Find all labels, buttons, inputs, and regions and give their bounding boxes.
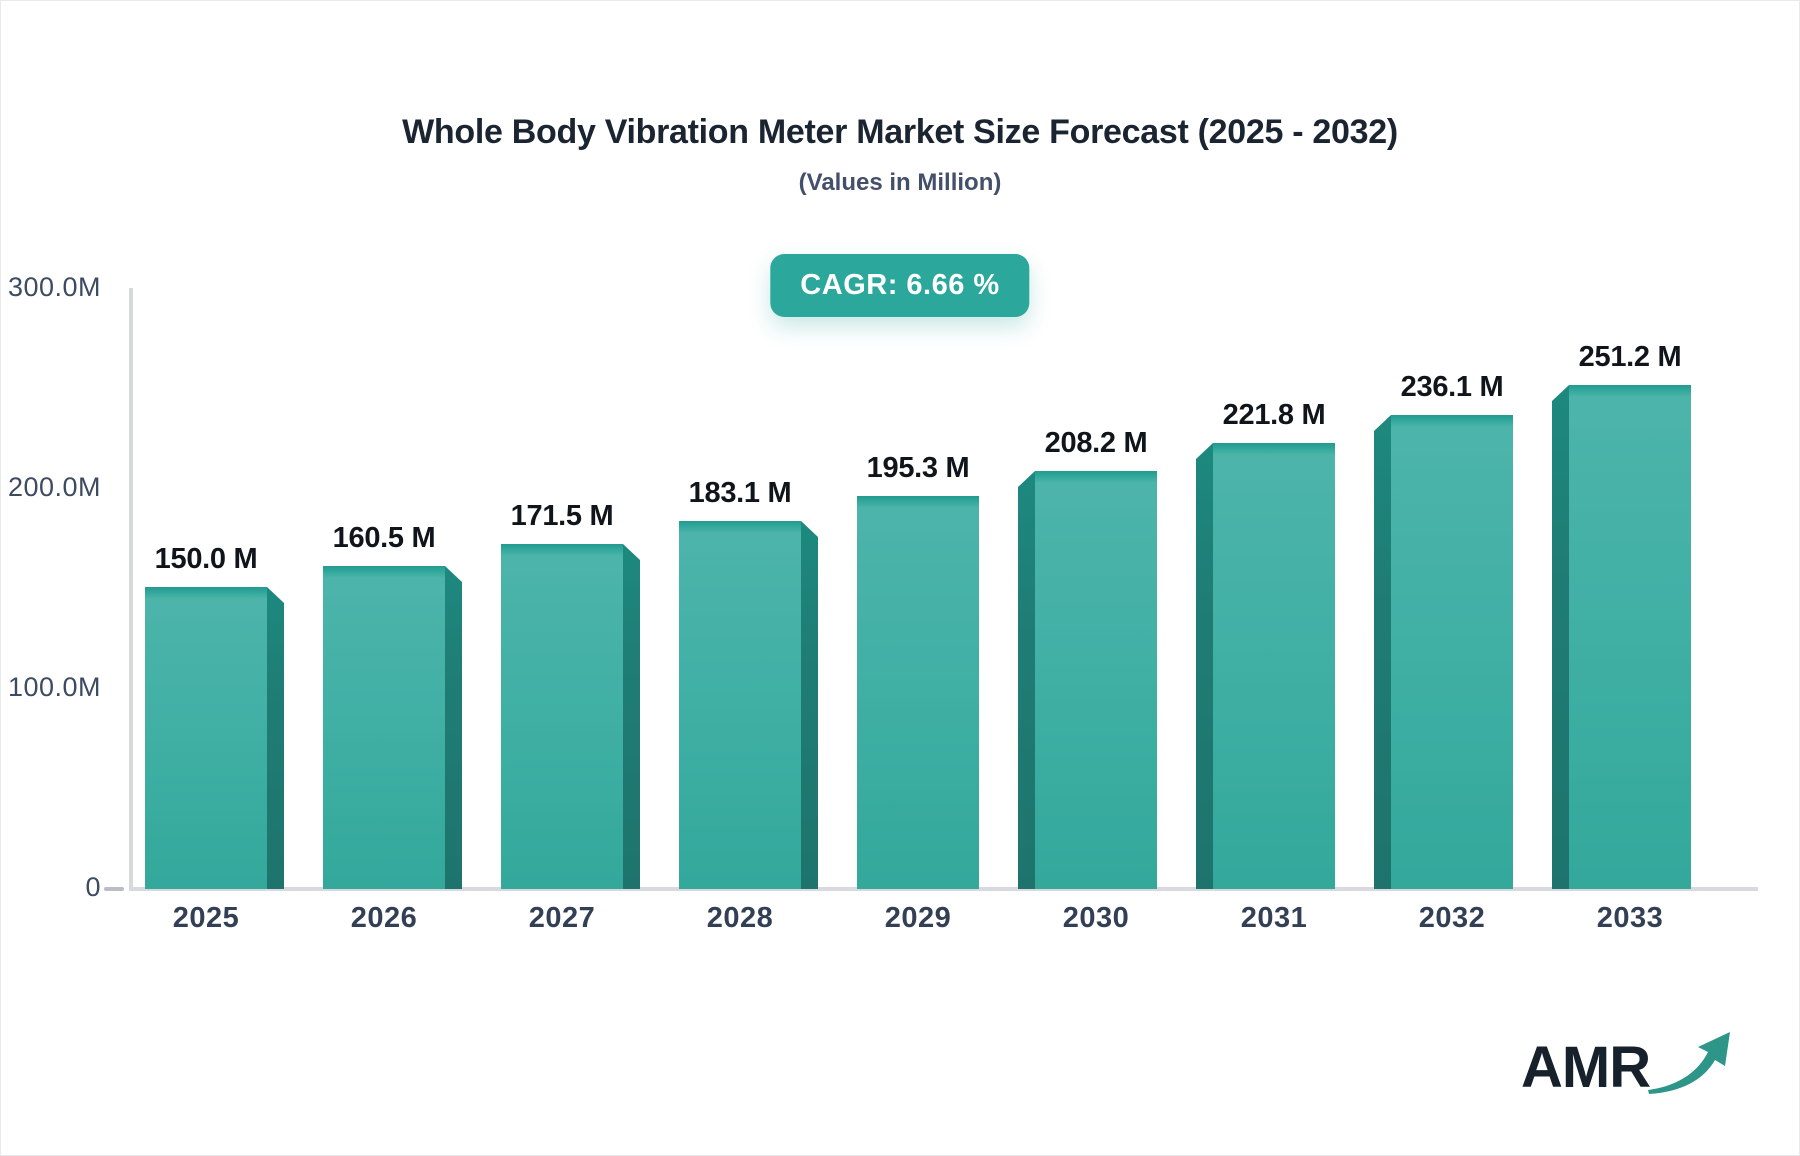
bar-side <box>623 544 640 889</box>
bar-value-label: 183.1 M <box>688 477 792 509</box>
x-tick-label: 2031 <box>1240 902 1308 934</box>
amr-logo-text: AMR <box>1521 1035 1651 1100</box>
y-tick-mark <box>104 887 124 891</box>
growth-arrow-icon <box>1644 1026 1736 1103</box>
bar-value-label: 160.5 M <box>332 522 436 554</box>
y-tick-label: 0 <box>85 872 101 902</box>
y-tick-label: 300.0M <box>7 272 101 302</box>
y-axis-line <box>129 288 133 889</box>
bar-side <box>801 521 818 889</box>
x-tick-label: 2028 <box>706 902 774 934</box>
cagr-badge: CAGR: 6.66 % <box>770 254 1030 317</box>
x-tick-label: 2027 <box>528 902 596 934</box>
x-tick-label: 2032 <box>1418 902 1486 934</box>
bar-side <box>445 566 462 889</box>
bar-face <box>857 496 979 889</box>
bar-side <box>1018 471 1035 889</box>
bar-side <box>1552 385 1569 889</box>
x-tick-label: 2030 <box>1062 902 1130 934</box>
bar-face <box>1391 415 1513 889</box>
bar-face <box>1213 443 1335 889</box>
bar-face <box>1569 385 1691 889</box>
bar-value-label: 195.3 M <box>866 452 970 484</box>
y-tick-label: 100.0M <box>7 672 101 702</box>
x-tick-label: 2033 <box>1596 902 1664 934</box>
x-tick-label: 2029 <box>884 902 952 934</box>
bar-side <box>1196 443 1213 889</box>
bar-value-label: 171.5 M <box>510 500 614 532</box>
bar-side <box>1374 415 1391 889</box>
bar-face <box>323 566 445 889</box>
x-axis-line <box>129 887 1758 891</box>
bar-value-label: 208.2 M <box>1044 427 1148 459</box>
bar-face <box>145 587 267 889</box>
bar-face <box>1035 471 1157 889</box>
x-tick-label: 2025 <box>172 902 240 934</box>
bar-value-label: 251.2 M <box>1578 341 1682 373</box>
bar-value-label: 221.8 M <box>1222 399 1326 431</box>
bar-face <box>501 544 623 889</box>
y-tick-label: 200.0M <box>7 472 101 502</box>
page-title: Whole Body Vibration Meter Market Size F… <box>402 113 1398 151</box>
bar-side <box>267 587 284 889</box>
bar-value-label: 236.1 M <box>1400 371 1504 403</box>
amr-logo: AMR <box>1521 1023 1741 1113</box>
bar-value-label: 150.0 M <box>154 543 258 575</box>
page-subtitle: (Values in Million) <box>798 169 1002 196</box>
bar-face <box>679 521 801 889</box>
x-tick-label: 2026 <box>350 902 418 934</box>
